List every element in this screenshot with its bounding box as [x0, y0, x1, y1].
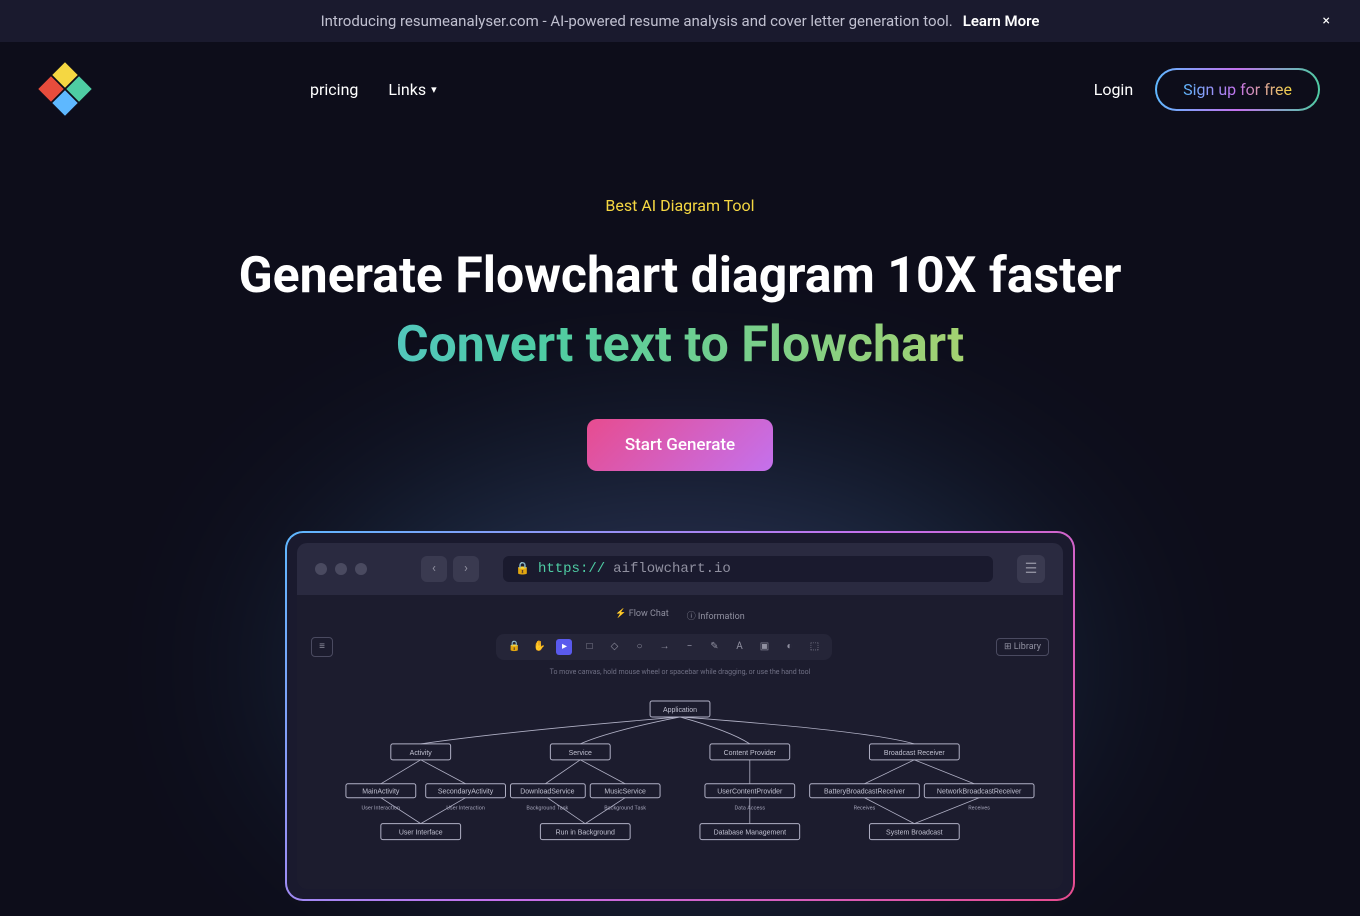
url-bar[interactable]: 🔒 https:// aiflowchart.io — [503, 556, 993, 582]
svg-text:Content Provider: Content Provider — [724, 749, 777, 756]
url-protocol: https:// — [538, 561, 605, 577]
svg-text:System Broadcast: System Broadcast — [886, 829, 943, 836]
svg-text:MusicService: MusicService — [604, 788, 646, 795]
headline: Generate Flowchart diagram 10X faster — [0, 245, 1360, 308]
svg-text:UserContentProvider: UserContentProvider — [717, 788, 783, 795]
back-icon[interactable]: ‹ — [421, 556, 447, 582]
shape-tool-icon[interactable]: ◐ — [781, 639, 797, 655]
nav-pricing[interactable]: pricing — [310, 80, 358, 99]
svg-text:Database Management: Database Management — [714, 829, 787, 836]
app-tabs: ⚡ Flow Chat ⓘ Information — [311, 605, 1049, 626]
hand-tool-icon[interactable]: ✋ — [531, 639, 547, 655]
lock-icon: 🔒 — [515, 561, 530, 576]
nav-arrows: ‹ › — [421, 556, 479, 582]
learn-more-link[interactable]: Learn More — [963, 12, 1040, 30]
hint-text: To move canvas, hold mouse wheel or spac… — [311, 668, 1049, 676]
svg-text:Service: Service — [569, 749, 592, 756]
logo-icon[interactable] — [40, 64, 90, 114]
svg-text:Receives: Receives — [968, 805, 990, 811]
flowchart-diagram: Application Activity Service Content Pro… — [311, 696, 1049, 876]
signup-label: Sign up for free — [1183, 80, 1292, 99]
announcement-bar: Introducing resumeanalyser.com - AI-powe… — [0, 0, 1360, 42]
hero-content: Best AI Diagram Tool Generate Flowchart … — [0, 196, 1360, 901]
preview-inner: ‹ › 🔒 https:// aiflowchart.io ☰ ⚡ Flow Ch… — [287, 533, 1073, 900]
app-content: ⚡ Flow Chat ⓘ Information ≡ 🔒 ✋ ▸ □ ◇ ○ … — [297, 595, 1063, 890]
nav-right: Login Sign up for free — [1094, 68, 1320, 111]
browser-dot — [315, 563, 327, 575]
svg-text:Receives: Receives — [854, 805, 876, 811]
browser-dot — [355, 563, 367, 575]
start-generate-button[interactable]: Start Generate — [587, 419, 773, 471]
browser-dot — [335, 563, 347, 575]
fc-root: Application — [663, 706, 697, 713]
svg-text:User Interaction: User Interaction — [446, 805, 485, 811]
svg-text:Run in Background: Run in Background — [556, 829, 615, 836]
diamond-tool-icon[interactable]: ◇ — [606, 639, 622, 655]
navbar: pricing Links ▾ Login Sign up for free — [0, 42, 1360, 136]
svg-text:Background Task: Background Task — [526, 805, 568, 811]
pointer-tool-icon[interactable]: ▸ — [556, 639, 572, 655]
svg-text:SecondaryActivity: SecondaryActivity — [438, 788, 494, 795]
hero-section: Best AI Diagram Tool Generate Flowchart … — [0, 136, 1360, 901]
close-icon[interactable]: × — [1323, 13, 1330, 29]
subheadline: Convert text to Flowchart — [0, 316, 1360, 374]
nav-links: pricing Links ▾ — [310, 80, 437, 99]
hamburger-icon[interactable]: ≡ — [311, 637, 333, 657]
settings-icon[interactable]: ☰ — [1017, 555, 1045, 583]
svg-text:User Interface: User Interface — [399, 829, 443, 836]
image-tool-icon[interactable]: ▣ — [756, 639, 772, 655]
pen-tool-icon[interactable]: ✎ — [706, 639, 722, 655]
arrow-tool-icon[interactable]: → — [656, 639, 672, 655]
product-preview: ‹ › 🔒 https:// aiflowchart.io ☰ ⚡ Flow Ch… — [285, 531, 1075, 902]
eraser-tool-icon[interactable]: ⬚ — [806, 639, 822, 655]
tab-information[interactable]: ⓘ Information — [687, 609, 745, 622]
announcement-text: Introducing resumeanalyser.com - AI-powe… — [321, 12, 953, 30]
line-tool-icon[interactable]: − — [681, 639, 697, 655]
tab-flowchat[interactable]: ⚡ Flow Chat — [615, 609, 668, 622]
nav-links-label: Links — [388, 80, 426, 99]
lock-tool-icon[interactable]: 🔒 — [506, 639, 522, 655]
svg-text:MainActivity: MainActivity — [362, 788, 400, 795]
login-link[interactable]: Login — [1094, 80, 1133, 99]
svg-text:DownloadService: DownloadService — [520, 788, 574, 795]
browser-dots — [315, 563, 367, 575]
rect-tool-icon[interactable]: □ — [581, 639, 597, 655]
chevron-down-icon: ▾ — [431, 83, 437, 96]
nav-links-dropdown[interactable]: Links ▾ — [388, 80, 436, 99]
forward-icon[interactable]: › — [453, 556, 479, 582]
library-button[interactable]: ⊞ Library — [996, 638, 1049, 656]
text-tool-icon[interactable]: A — [731, 639, 747, 655]
tagline: Best AI Diagram Tool — [0, 196, 1360, 215]
tool-icons: 🔒 ✋ ▸ □ ◇ ○ → − ✎ A ▣ ◐ ⬚ — [496, 634, 832, 660]
circle-tool-icon[interactable]: ○ — [631, 639, 647, 655]
svg-text:Broadcast Receiver: Broadcast Receiver — [884, 749, 945, 756]
app-toolbar: ≡ 🔒 ✋ ▸ □ ◇ ○ → − ✎ A ▣ — [311, 634, 1049, 660]
signup-button[interactable]: Sign up for free — [1155, 68, 1320, 111]
svg-text:BatteryBroadcastReceiver: BatteryBroadcastReceiver — [824, 788, 906, 795]
svg-text:Activity: Activity — [410, 749, 433, 756]
browser-chrome: ‹ › 🔒 https:// aiflowchart.io ☰ — [297, 543, 1063, 595]
svg-text:NetworkBroadcastReceiver: NetworkBroadcastReceiver — [937, 788, 1022, 795]
svg-text:Background Task: Background Task — [604, 805, 646, 811]
url-domain: aiflowchart.io — [613, 561, 731, 577]
